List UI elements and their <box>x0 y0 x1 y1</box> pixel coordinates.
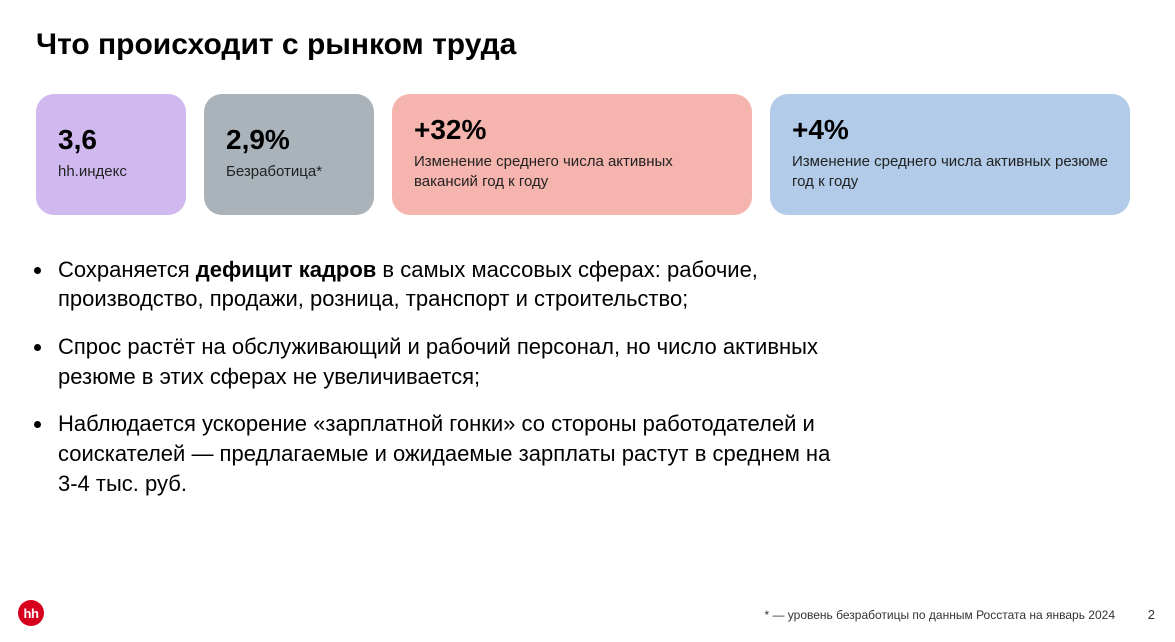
bullet-item: Сохраняется дефицит кадров в самых массо… <box>54 255 834 314</box>
stat-value: +4% <box>792 114 1108 146</box>
stat-card-vacancies-change: +32% Изменение среднего числа активных в… <box>392 94 752 215</box>
slide-title: Что происходит с рынком труда <box>36 28 1139 62</box>
stat-label: Безработица* <box>226 162 352 182</box>
stat-cards-row: 3,6 hh.индекс 2,9% Безработица* +32% Изм… <box>36 94 1139 215</box>
stat-label: hh.индекс <box>58 162 164 182</box>
stat-value: 3,6 <box>58 124 164 156</box>
bullet-list: Сохраняется дефицит кадров в самых массо… <box>54 255 834 499</box>
bullet-item: Наблюдается ускорение «зарплатной гонки»… <box>54 409 834 498</box>
bullet-text-bold: дефицит кадров <box>196 257 377 282</box>
bullet-text-pre: Спрос растёт на обслуживающий и рабочий … <box>58 334 818 389</box>
stat-label: Изменение среднего числа активных ваканс… <box>414 152 730 193</box>
footnote-text: * — уровень безработицы по данным Росста… <box>764 608 1115 622</box>
bullet-item: Спрос растёт на обслуживающий и рабочий … <box>54 332 834 391</box>
stat-value: +32% <box>414 114 730 146</box>
stat-card-resumes-change: +4% Изменение среднего числа активных ре… <box>770 94 1130 215</box>
stat-label: Изменение среднего числа активных резюме… <box>792 152 1108 193</box>
stat-card-hh-index: 3,6 hh.индекс <box>36 94 186 215</box>
page-number: 2 <box>1148 607 1155 622</box>
hh-logo-text: hh <box>24 606 39 621</box>
hh-logo-icon: hh <box>18 600 44 626</box>
bullet-text-pre: Сохраняется <box>58 257 196 282</box>
stat-value: 2,9% <box>226 124 352 156</box>
stat-card-unemployment: 2,9% Безработица* <box>204 94 374 215</box>
bullet-text-pre: Наблюдается ускорение «зарплатной гонки»… <box>58 411 830 495</box>
